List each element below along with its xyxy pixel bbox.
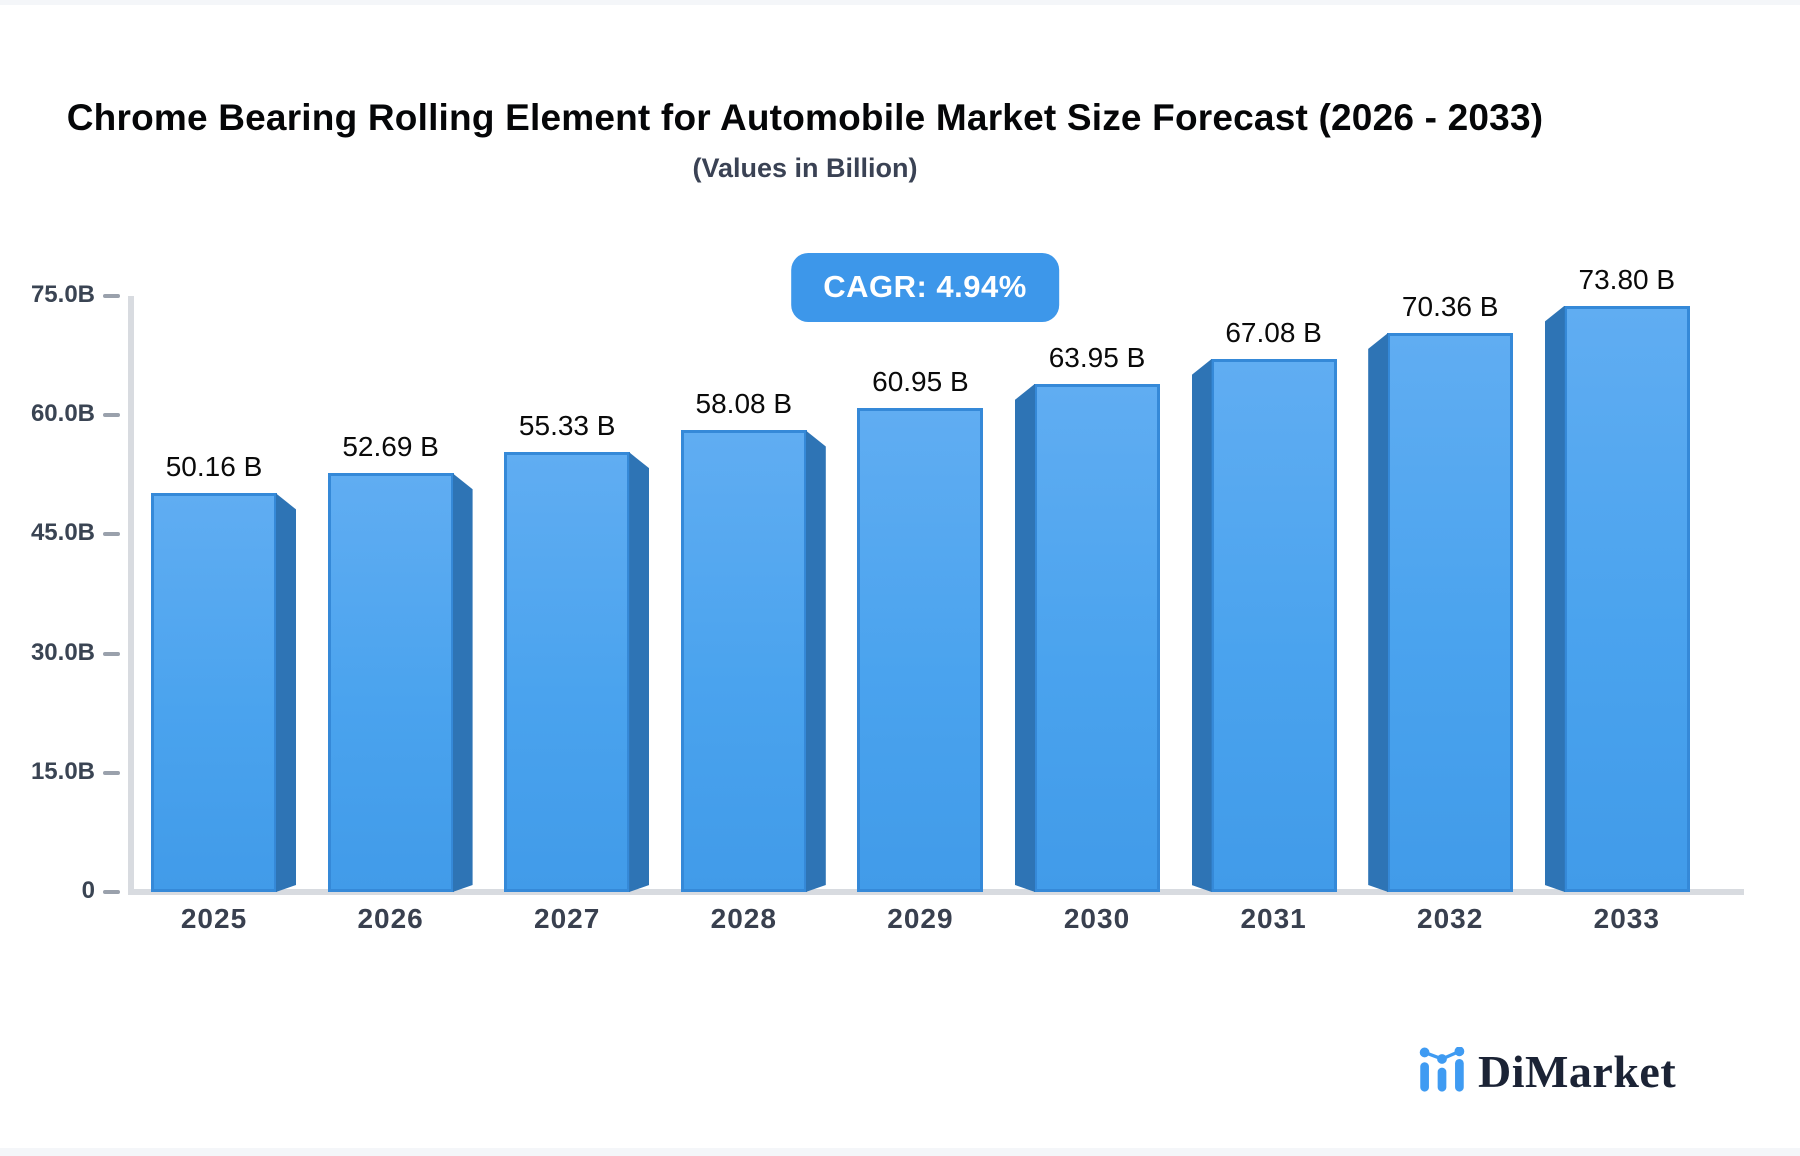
bar-side-face xyxy=(1368,333,1388,892)
y-tick xyxy=(103,651,120,656)
x-axis-label: 2029 xyxy=(887,903,954,934)
bar-value-label: 63.95 B xyxy=(1048,341,1146,373)
bar-side-face xyxy=(806,430,826,892)
x-axis-label: 2031 xyxy=(1240,903,1307,934)
y-tick xyxy=(103,890,120,894)
chart-header: Chrome Bearing Rolling Element for Autom… xyxy=(0,97,1610,184)
bar-side-face xyxy=(453,473,473,892)
y-tick-label: 75.0B xyxy=(30,281,95,308)
x-axis-line xyxy=(128,889,1744,895)
bar-value-label: 60.95 B xyxy=(872,365,969,397)
y-tick-label: 60.0B xyxy=(30,400,95,428)
bar-chart: 0 15.0B 30.0B 45.0B 60.0B 75.0B 50.16 B 2025 52.… xyxy=(0,5,1800,1148)
cagr-badge: CAGR: 4.94% xyxy=(791,253,1059,322)
bar-2032 xyxy=(1387,332,1514,892)
y-tick xyxy=(103,294,120,298)
dimarket-logo: DiMarket xyxy=(1418,1045,1676,1098)
y-tick xyxy=(103,413,120,418)
bar-2030 xyxy=(1034,383,1160,892)
x-axis-label: 2028 xyxy=(710,903,777,934)
bar-value-label: 73.80 B xyxy=(1578,263,1676,295)
bar-side-face xyxy=(1545,306,1565,892)
bar-value-label: 52.69 B xyxy=(342,431,439,463)
y-tick xyxy=(103,770,120,775)
chart-card: Chrome Bearing Rolling Element for Autom… xyxy=(0,5,1800,1148)
bar-2027 xyxy=(504,452,631,892)
y-tick-label: 0 xyxy=(81,877,95,904)
x-axis-label: 2026 xyxy=(357,903,424,934)
bar-value-label: 58.08 B xyxy=(695,388,793,420)
dimarket-logo-text: DiMarket xyxy=(1478,1046,1677,1097)
bar-side-face xyxy=(629,452,649,892)
bar-2033 xyxy=(1563,305,1690,892)
bar-side-face xyxy=(276,493,296,892)
bar-value-label: 67.08 B xyxy=(1225,316,1322,348)
bar-2025 xyxy=(151,493,277,892)
dimarket-logo-icon xyxy=(1419,1046,1465,1092)
x-axis-label: 2030 xyxy=(1063,903,1131,934)
bar-2026 xyxy=(327,473,454,892)
x-axis-label: 2027 xyxy=(534,903,601,934)
bar-side-face xyxy=(1192,359,1212,892)
bar-2029 xyxy=(857,407,984,892)
bar-value-label: 70.36 B xyxy=(1401,290,1499,322)
bar-value-label: 50.16 B xyxy=(165,451,263,483)
y-tick xyxy=(103,532,120,537)
y-tick-label: 45.0B xyxy=(30,519,95,547)
y-tick-label: 15.0B xyxy=(30,757,95,785)
y-axis-line xyxy=(128,296,134,892)
bar-2028 xyxy=(680,430,807,892)
x-axis-label: 2032 xyxy=(1417,903,1484,934)
bar-2031 xyxy=(1210,358,1337,892)
x-axis-label: 2025 xyxy=(180,903,248,934)
y-tick-label: 30.0B xyxy=(30,638,95,666)
bar-side-face xyxy=(1015,384,1035,892)
chart-title: Chrome Bearing Rolling Element for Autom… xyxy=(66,97,1544,138)
bar-value-label: 55.33 B xyxy=(518,410,616,442)
x-axis-label: 2033 xyxy=(1593,903,1660,934)
chart-subtitle: (Values in Billion) xyxy=(692,153,918,183)
